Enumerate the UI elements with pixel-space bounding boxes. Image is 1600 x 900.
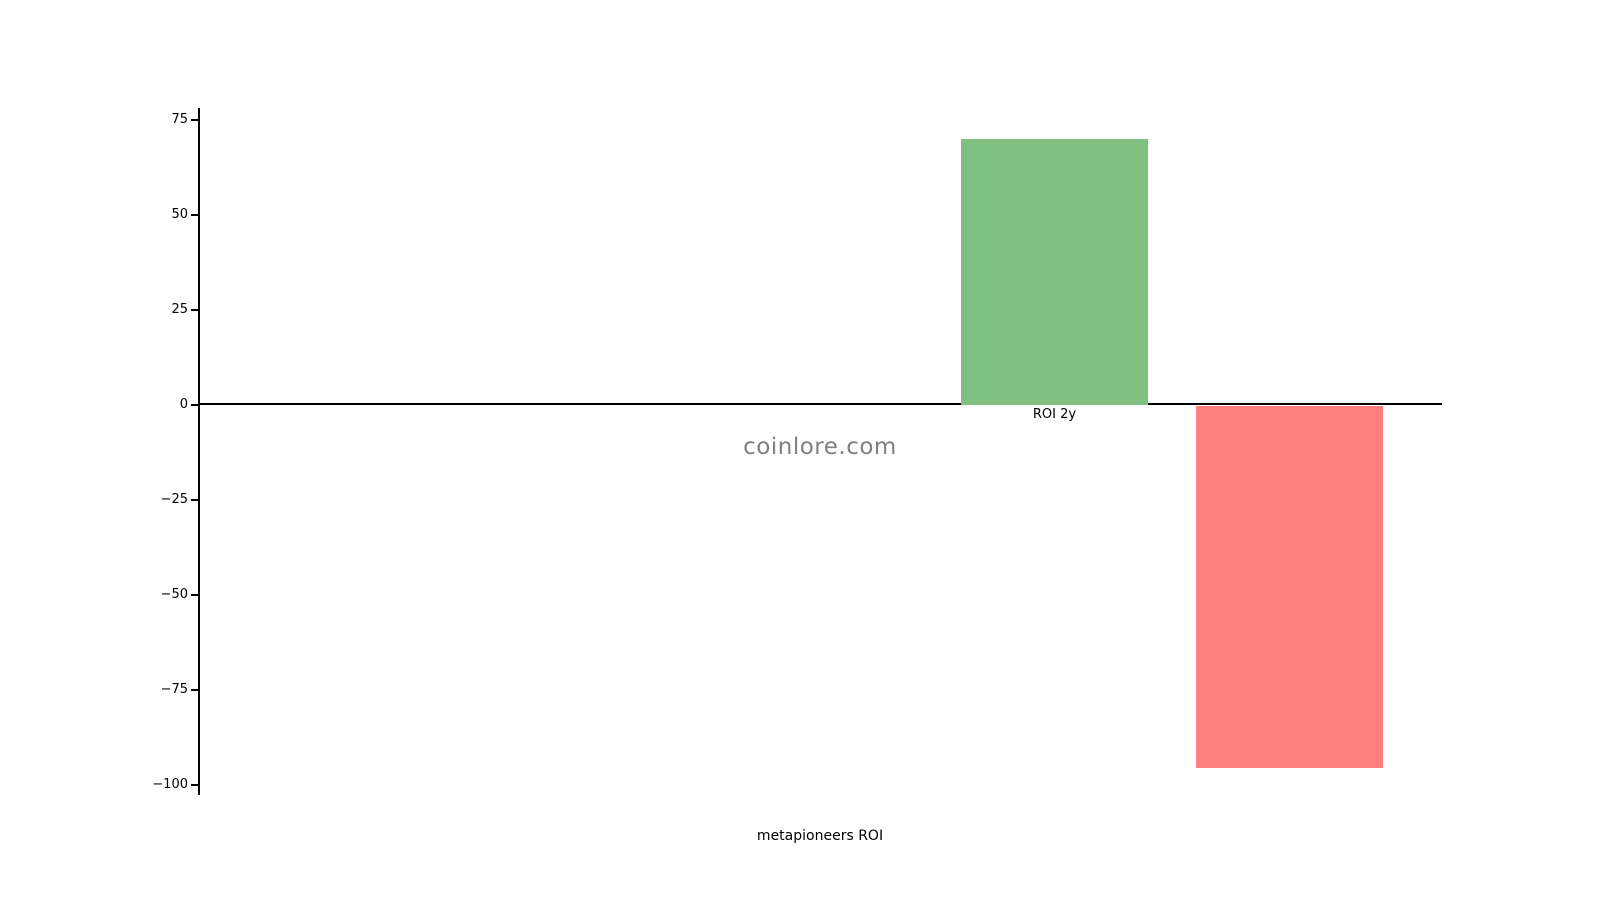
x-axis-zero-line (198, 403, 1442, 405)
y-tick-label: −100 (152, 776, 188, 792)
y-tick-label: 0 (179, 396, 188, 412)
y-tick-mark (191, 593, 198, 596)
x-tick-label: ROI 2y (1032, 406, 1077, 422)
y-tick-label: 50 (171, 206, 188, 222)
x-axis-label: metapioneers ROI (756, 828, 884, 844)
y-tick-label: −75 (160, 681, 188, 697)
y-tick-mark (191, 403, 198, 406)
y-tick-mark (191, 783, 198, 786)
y-tick-mark (191, 688, 198, 691)
y-axis-line (198, 108, 200, 795)
y-tick-mark (191, 498, 198, 501)
y-tick-mark (191, 308, 198, 311)
y-tick-mark (191, 213, 198, 216)
bar-unlabeled-1 (1196, 405, 1383, 769)
y-tick-label: −50 (160, 586, 188, 602)
watermark-text: coinlore.com (743, 434, 897, 460)
y-tick-label: 75 (171, 111, 188, 127)
y-tick-label: −25 (160, 491, 188, 507)
bar-roi-2y (961, 138, 1148, 405)
y-tick-label: 25 (171, 301, 188, 317)
y-tick-mark (191, 118, 198, 121)
